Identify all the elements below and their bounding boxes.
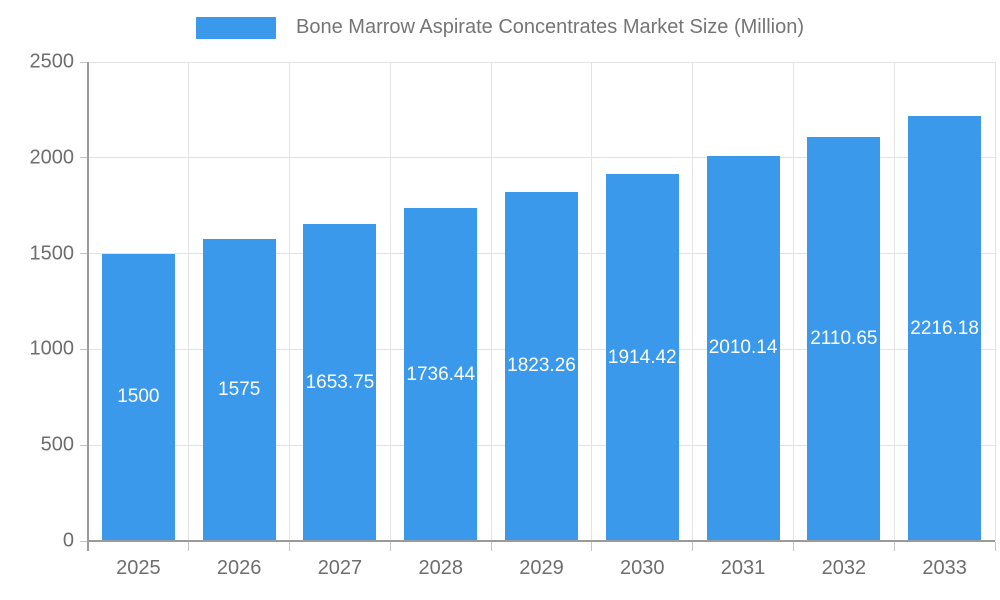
x-gridline (893, 62, 895, 541)
bar-value-label: 2010.14 (708, 337, 778, 359)
x-axis-tick (792, 542, 794, 551)
x-axis-tick-label: 2027 (317, 557, 363, 579)
legend-swatch[interactable] (196, 16, 277, 39)
bar-value-label: 1823.26 (507, 355, 576, 377)
bar-value-label: 1653.75 (305, 371, 375, 393)
y-axis-tick-label: 1000 (29, 337, 75, 360)
x-axis-tick (289, 542, 291, 551)
x-axis-tick-label: 2032 (821, 557, 867, 579)
bar (101, 253, 175, 540)
x-axis-tick-label: 2025 (116, 557, 161, 579)
bar (505, 191, 578, 540)
x-gridline (792, 62, 794, 541)
y-axis-tick (80, 61, 88, 63)
y-axis-tick-label: 1500 (29, 242, 75, 265)
x-gridline (692, 62, 694, 541)
legend-label[interactable]: Bone Marrow Aspirate Concentrates Market… (296, 16, 804, 38)
bar-value-label: 1736.44 (406, 363, 476, 385)
x-axis-tick (389, 542, 391, 551)
bar (404, 208, 478, 540)
y-axis-tick (80, 348, 88, 350)
x-axis-tick (893, 542, 895, 551)
x-axis-tick-label: 2029 (519, 557, 564, 579)
y-axis-tick (80, 157, 88, 159)
x-axis-tick (591, 542, 593, 551)
x-gridline (591, 62, 593, 541)
x-axis-tick (692, 542, 694, 551)
y-axis-tick (80, 444, 88, 446)
x-axis-tick (994, 542, 996, 551)
x-axis-tick (188, 542, 190, 551)
y-axis-tick-label: 2000 (29, 146, 75, 169)
legend[interactable]: Bone Marrow Aspirate Concentrates Market… (0, 16, 1000, 39)
x-axis-tick (490, 542, 492, 551)
y-gridline (88, 61, 995, 63)
bar-value-label: 1575 (218, 379, 261, 401)
x-axis-tick-label: 2031 (720, 557, 766, 579)
y-axis-tick-label: 500 (40, 433, 74, 456)
x-axis-line (88, 540, 995, 542)
bar (706, 155, 780, 540)
bar-value-label: 2216.18 (910, 317, 979, 339)
bar-value-label: 1914.42 (607, 346, 677, 368)
x-gridline (490, 62, 492, 541)
y-axis-tick-label: 2500 (29, 50, 75, 73)
bar (807, 136, 881, 540)
bar-value-label: 2110.65 (810, 327, 878, 349)
x-axis-tick-label: 2028 (418, 557, 463, 579)
bar (908, 116, 982, 540)
x-axis-tick-label: 2030 (620, 557, 665, 579)
bar (202, 239, 276, 540)
bar-value-label: 1500 (117, 386, 160, 408)
x-gridline (994, 62, 996, 541)
bar (303, 224, 377, 540)
y-axis-tick (80, 540, 88, 542)
x-axis-tick-label: 2026 (216, 557, 262, 579)
x-gridline (289, 62, 291, 541)
x-gridline (188, 62, 190, 541)
y-gridline (88, 157, 995, 159)
y-axis-tick (80, 253, 88, 255)
bar (605, 174, 679, 540)
y-axis-tick-label: 0 (62, 529, 74, 552)
x-gridline (389, 62, 391, 541)
x-axis-tick-label: 2033 (922, 557, 967, 579)
y-axis-line (87, 62, 89, 551)
